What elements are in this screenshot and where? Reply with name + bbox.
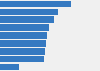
Bar xyxy=(0,24,49,31)
Bar xyxy=(0,1,71,7)
Bar xyxy=(0,16,54,23)
Bar xyxy=(0,40,46,47)
Bar xyxy=(0,32,47,39)
Bar xyxy=(0,9,58,15)
Bar xyxy=(0,48,45,55)
Bar xyxy=(0,64,19,70)
Bar xyxy=(0,56,44,62)
